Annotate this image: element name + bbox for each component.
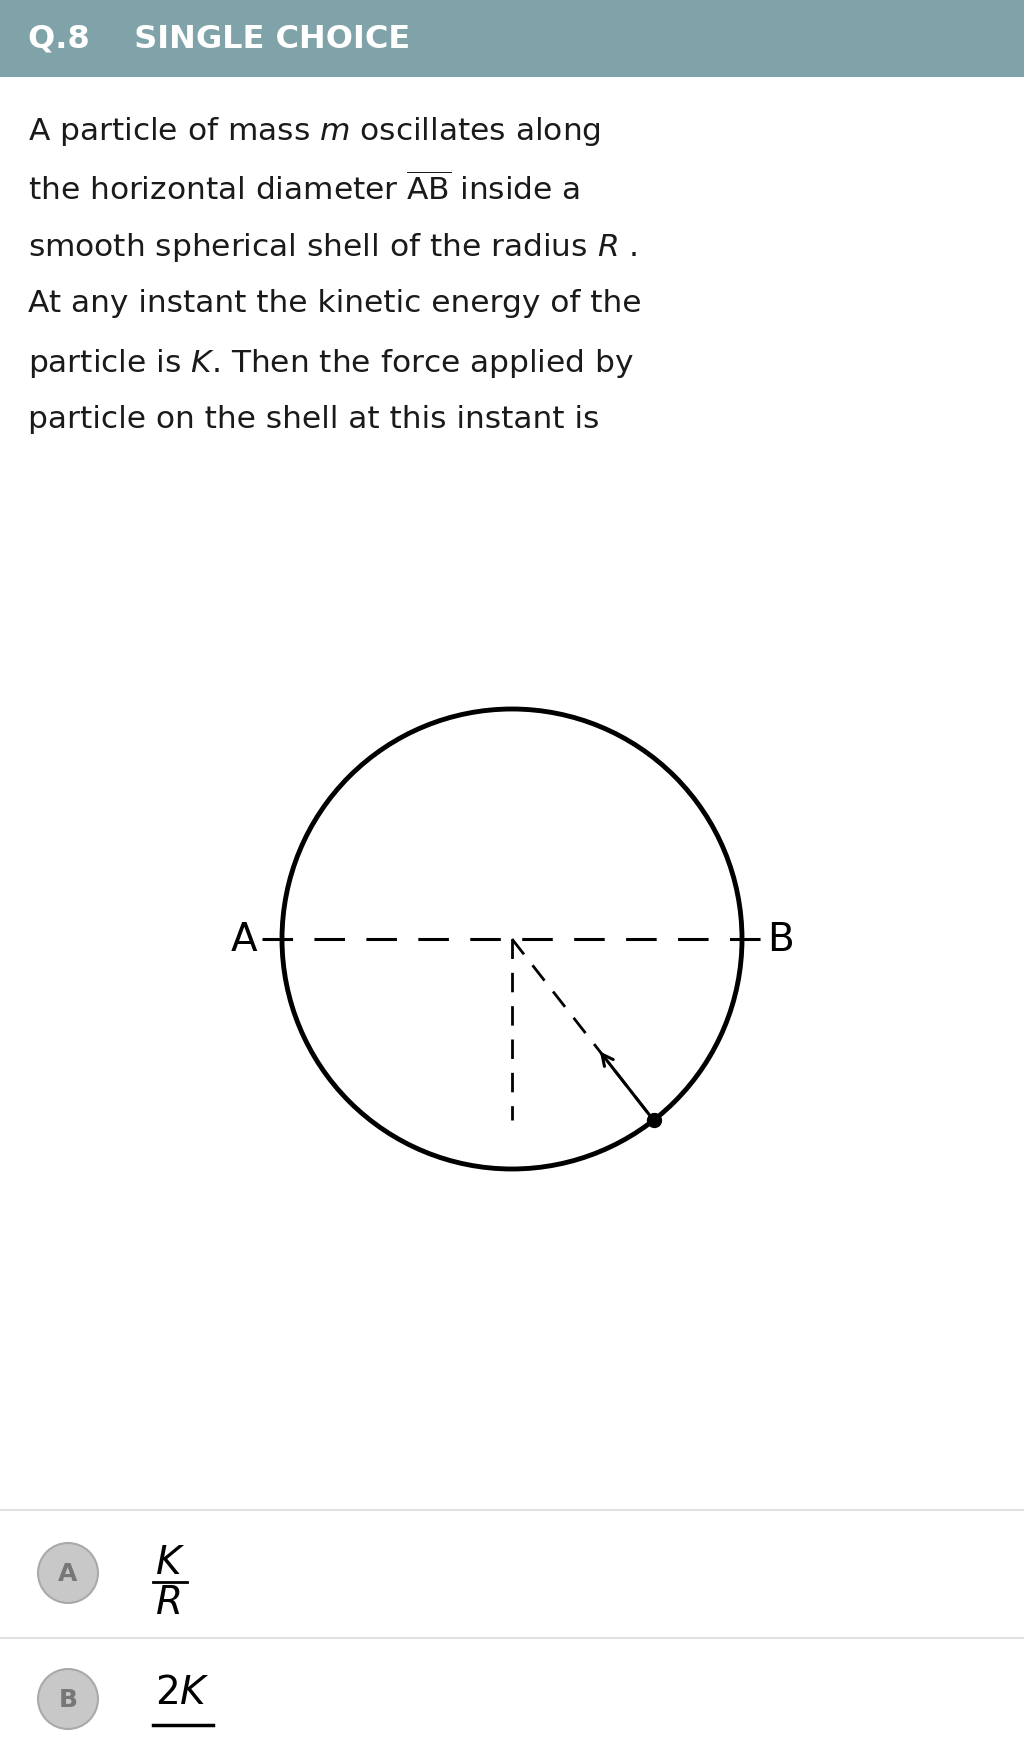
Text: $2K$: $2K$ <box>155 1674 210 1711</box>
Text: Q.8    SINGLE CHOICE: Q.8 SINGLE CHOICE <box>28 23 411 55</box>
Ellipse shape <box>38 1669 98 1729</box>
Text: particle on the shell at this instant is: particle on the shell at this instant is <box>28 404 599 434</box>
Text: smooth spherical shell of the radius $R$ .: smooth spherical shell of the radius $R$… <box>28 231 637 265</box>
Bar <box>0 0 1024 78</box>
Bar <box>0 1637 1024 1639</box>
Text: A: A <box>58 1561 78 1586</box>
Ellipse shape <box>38 1544 98 1603</box>
Text: $K$: $K$ <box>155 1544 185 1581</box>
Text: At any instant the kinetic energy of the: At any instant the kinetic energy of the <box>28 289 641 318</box>
Text: A particle of mass $m$ oscillates along: A particle of mass $m$ oscillates along <box>28 115 601 148</box>
Text: the horizontal diameter $\overline{\rm AB}$ inside a: the horizontal diameter $\overline{\rm A… <box>28 173 580 206</box>
Text: $R$: $R$ <box>155 1584 180 1621</box>
Bar <box>0 1510 1024 1512</box>
Text: particle is $K$. Then the force applied by: particle is $K$. Then the force applied … <box>28 348 634 379</box>
Text: B: B <box>767 921 794 958</box>
Text: B: B <box>58 1686 78 1711</box>
Text: A: A <box>230 921 257 958</box>
